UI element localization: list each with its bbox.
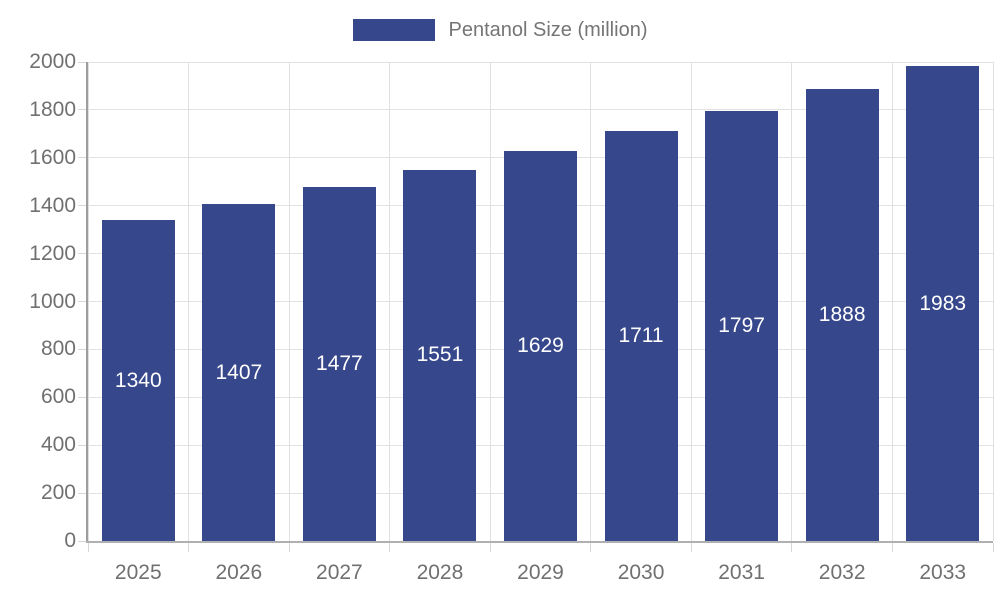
bar-value-label: 1551	[416, 343, 464, 367]
x-axis-tick-label: 2031	[718, 561, 765, 584]
legend-item-pentanol[interactable]: Pentanol Size (million)	[0, 17, 1000, 43]
y-axis-tick	[78, 348, 86, 350]
y-axis-tick-label: 200	[40, 481, 76, 505]
y-axis-tick	[78, 540, 86, 542]
y-axis-tick	[78, 492, 86, 494]
y-axis-tick	[78, 109, 86, 111]
y-axis-tick-label: 800	[40, 337, 76, 361]
x-axis-tick	[690, 543, 692, 552]
y-axis-tick	[78, 444, 86, 446]
y-axis-tick-label: 1600	[29, 145, 76, 169]
v-gridline	[791, 62, 793, 541]
bar-2032[interactable]: 1888	[805, 88, 879, 541]
y-axis-tick-label: 0	[64, 529, 76, 552]
v-gridline	[891, 62, 893, 541]
v-gridline	[992, 62, 994, 541]
legend-swatch	[352, 19, 435, 41]
bar-2028[interactable]: 1551	[403, 169, 477, 541]
x-axis-labels: 2025 2026 2027 2028 2029 2030 2031 2032 2033	[88, 555, 993, 595]
x-axis-tick	[87, 543, 89, 552]
y-axis-tick-label: 1400	[29, 193, 76, 217]
x-axis-tick-label: 2029	[517, 561, 564, 584]
legend-label: Pentanol Size (million)	[448, 18, 648, 41]
y-axis-tick	[78, 396, 86, 398]
h-gridline	[88, 61, 993, 63]
x-axis-tick-label: 2030	[617, 561, 665, 584]
x-axis-tick-label: 2027	[316, 561, 363, 584]
x-axis-tick	[489, 543, 491, 552]
x-axis-tick	[389, 543, 391, 552]
x-axis-tick-label: 2033	[919, 561, 967, 584]
v-gridline	[590, 62, 592, 541]
bar-2029[interactable]: 1629	[504, 150, 577, 541]
y-axis-tick-label: 400	[40, 433, 76, 457]
bar-value-label: 1477	[316, 352, 363, 376]
bar-value-label: 1711	[618, 324, 664, 348]
y-axis-tick-label: 600	[40, 385, 76, 409]
v-gridline	[489, 62, 491, 541]
v-gridline	[188, 62, 190, 541]
bar-value-label: 1407	[215, 360, 263, 384]
y-axis-tick	[78, 61, 86, 63]
bar-2031[interactable]: 1797	[705, 110, 779, 541]
v-gridline	[87, 62, 89, 541]
x-axis-tick-label: 2025	[114, 561, 162, 584]
h-gridline	[88, 109, 993, 111]
y-axis-tick	[78, 157, 86, 159]
y-axis-tick-label: 2000	[29, 50, 76, 73]
x-axis-tick	[590, 543, 592, 552]
bar-2026[interactable]: 1407	[202, 204, 276, 541]
y-axis-tick	[78, 301, 86, 302]
y-axis-tick	[78, 205, 86, 207]
y-axis-tick-label: 1200	[29, 241, 76, 265]
bar-2025[interactable]: 1340	[101, 220, 175, 541]
bar-value-label: 1340	[114, 368, 162, 392]
x-axis-tick-label: 2032	[818, 561, 866, 584]
x-axis-tick	[288, 543, 290, 552]
bar-2027[interactable]: 1477	[302, 187, 376, 541]
bar-value-label: 1797	[718, 313, 765, 337]
y-axis-tick	[78, 253, 86, 255]
x-axis-tick	[791, 543, 793, 552]
y-axis-labels: 0 200 400 600 800 1000 1200 1400 1600 1800 2000	[0, 50, 76, 552]
v-gridline	[389, 62, 391, 541]
x-axis-line	[86, 541, 993, 543]
x-axis-tick-label: 2026	[215, 561, 263, 584]
x-axis-tick	[188, 543, 190, 552]
bar-value-label: 1888	[818, 302, 866, 326]
y-axis-line	[86, 62, 88, 541]
bar-value-label: 1983	[919, 291, 967, 315]
y-axis-tick-label: 1800	[29, 97, 76, 121]
x-axis-tick	[891, 543, 893, 552]
x-axis-tick-label: 2028	[416, 561, 464, 584]
bar-2033[interactable]: 1983	[906, 66, 980, 541]
plot-area: 1340 1407 1477 1551 1629 1711 1797 1888 1983	[78, 61, 994, 552]
bar-value-label: 1629	[517, 333, 564, 357]
v-gridline	[690, 62, 692, 541]
x-axis-tick	[992, 543, 994, 552]
bar-2030[interactable]: 1711	[604, 131, 678, 541]
v-gridline	[288, 62, 290, 541]
y-axis-tick-label: 1000	[29, 289, 76, 313]
